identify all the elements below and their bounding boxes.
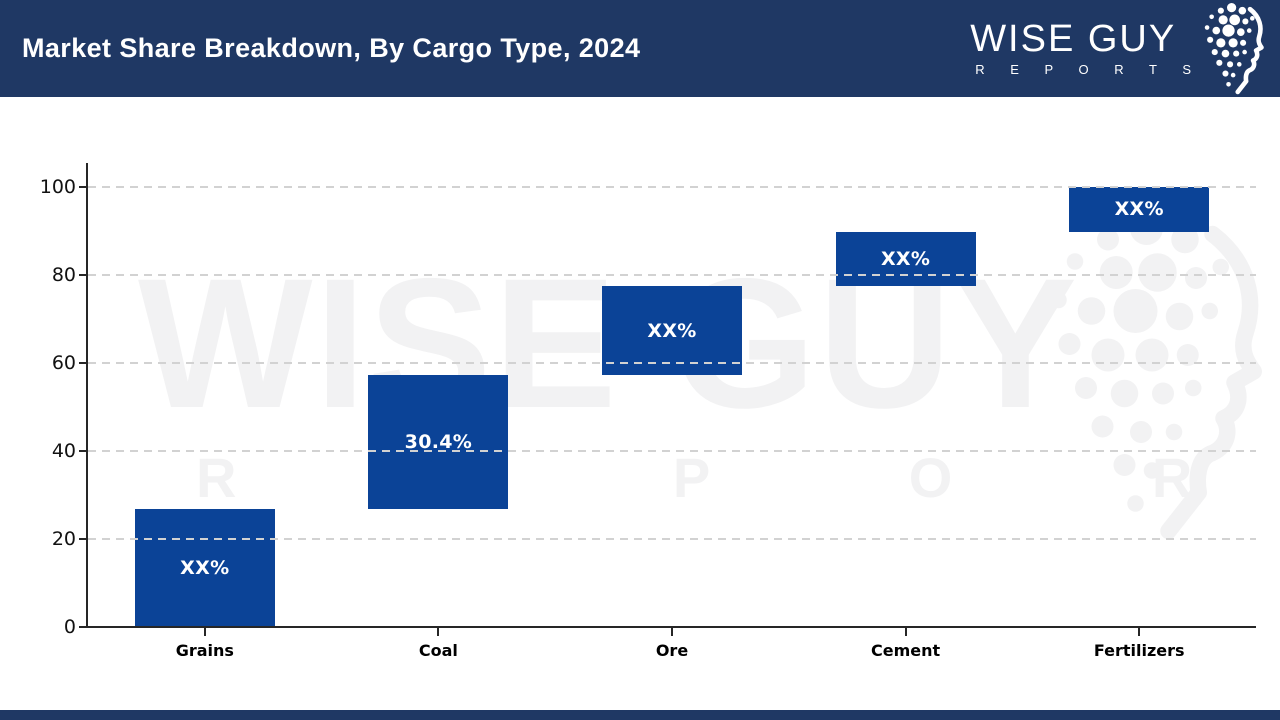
x-tick-label-ore: Ore [655, 641, 689, 660]
y-tick-label-0: 0 [63, 616, 76, 638]
logo-wordmark: WISE GUY [970, 18, 1177, 60]
gridline-20 [88, 538, 1256, 540]
bar-value-label: 30.4% [404, 431, 473, 454]
x-tick-mark [437, 628, 440, 636]
y-tick-label-80: 80 [51, 264, 76, 286]
y-tick-mark [79, 626, 87, 628]
x-tick-mark [203, 628, 206, 636]
bar-value-label: XX% [880, 248, 931, 271]
footer-bar [0, 710, 1280, 720]
x-tick-label-coal: Coal [418, 641, 458, 660]
page-title: Market Share Breakdown, By Cargo Type, 2… [22, 33, 641, 63]
y-tick-mark [79, 450, 87, 452]
bar-cement: XX% [835, 231, 976, 287]
x-tick-label-cement: Cement [871, 641, 941, 660]
logo-subtext: R E P O R T S [975, 62, 1202, 77]
gridline-100 [88, 186, 1256, 188]
bar-fertilizers: XX% [1069, 187, 1210, 232]
logo-text: WISE GUY R E P O R T S [970, 20, 1202, 77]
y-tick-mark [79, 274, 87, 276]
y-tick-label-60: 60 [51, 352, 76, 374]
header-bar: Market Share Breakdown, By Cargo Type, 2… [0, 0, 1280, 97]
dotted-head-icon [1204, 2, 1264, 94]
x-tick-label-grains: Grains [175, 641, 234, 660]
gridline-40 [88, 450, 1256, 452]
x-tick-label-fertilizers: Fertilizers [1093, 641, 1185, 660]
bar-coal: 30.4% [368, 375, 509, 510]
y-tick-label-40: 40 [51, 440, 76, 462]
wise-guy-reports-logo: WISE GUY R E P O R T S [970, 2, 1270, 95]
gridline-80 [88, 274, 1256, 276]
x-tick-mark [904, 628, 907, 636]
bar-ore: XX% [602, 286, 742, 376]
bar-grains: XX% [134, 509, 275, 627]
y-tick-mark [79, 186, 87, 188]
x-tick-mark [1138, 628, 1141, 636]
x-axis-line [86, 626, 1256, 628]
bar-value-label: XX% [647, 319, 697, 342]
bar-value-label: XX% [180, 557, 230, 580]
x-tick-mark [671, 628, 673, 636]
bar-value-label: XX% [1114, 198, 1164, 221]
y-tick-label-100: 100 [39, 176, 76, 198]
y-tick-label-20: 20 [51, 528, 76, 550]
y-axis-line [86, 163, 88, 628]
y-tick-mark [79, 362, 87, 364]
gridline-60 [88, 362, 1256, 364]
y-tick-mark [79, 538, 87, 540]
